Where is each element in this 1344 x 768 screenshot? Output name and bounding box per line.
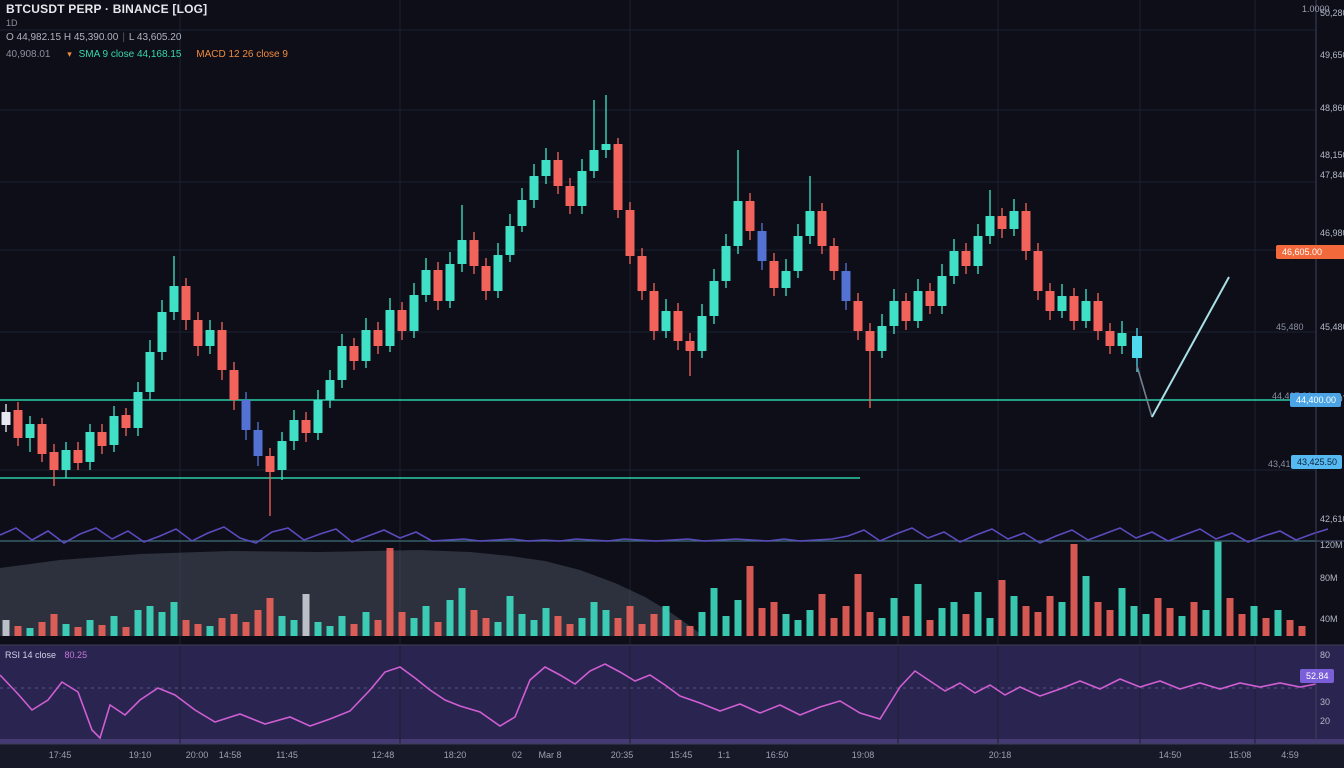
price-axis-label: 49,650 xyxy=(1320,50,1344,60)
interval-label[interactable]: 1D xyxy=(6,18,18,28)
level-price-tag-1: 44,400.00 xyxy=(1290,393,1342,407)
chart-legend: BTCUSDT PERP · BINANCE [LOG] 1D O 44,982… xyxy=(6,2,288,61)
time-axis-label: 14:58 xyxy=(218,750,242,760)
symbol-title[interactable]: BTCUSDT PERP · BINANCE [LOG] xyxy=(6,2,208,16)
rsi-reading: 80.25 xyxy=(64,650,88,660)
price-axis-label: 40M xyxy=(1320,614,1338,624)
ohlc-values: O 44,982.15 H 45,390.00 xyxy=(6,32,119,44)
time-axis-label: 11:45 xyxy=(276,750,298,760)
indicator-legend-row: 40,908.01 ▾ SMA 9 close 44,168.15 MACD 1… xyxy=(6,49,288,62)
price-axis-label-inner: 45,480 xyxy=(1276,322,1304,332)
price-axis-label: 47,840 xyxy=(1320,170,1344,180)
ohlc-row: O 44,982.15 H 45,390.00 | L 43,605.20 xyxy=(6,32,288,45)
price-axis-label: 120M xyxy=(1320,540,1343,550)
legend-sma[interactable]: SMA 9 close 44,168.15 xyxy=(78,48,182,60)
rsi-panel-title[interactable]: RSI 14 close 80.25 xyxy=(5,650,87,660)
price-axis-label: 45,480 xyxy=(1320,322,1344,332)
rsi-value-tag: 52.84 xyxy=(1300,669,1334,683)
time-axis-label: Mar 8 xyxy=(538,750,562,760)
price-axis-label: 80 xyxy=(1320,650,1331,660)
price-axis-label: 48,150 xyxy=(1320,150,1344,160)
time-axis-label: 12:48 xyxy=(371,750,395,760)
time-axis-label: 1:1 xyxy=(717,750,731,760)
price-axis-label: 30 xyxy=(1320,697,1331,707)
time-axis-label: 19:10 xyxy=(128,750,152,760)
price-axis-label: 46,980 xyxy=(1320,228,1344,238)
rsi-label: RSI 14 close xyxy=(5,650,57,660)
time-axis-label: 4:59 xyxy=(1281,750,1299,760)
price-axis-label-inner: 43,418.25 xyxy=(1268,459,1309,469)
time-axis-label: 18:20 xyxy=(443,750,467,760)
price-axis-label: 48,860 xyxy=(1320,103,1344,113)
price-axis-label: 80M xyxy=(1320,573,1338,583)
time-axis-label: 02 xyxy=(511,750,523,760)
price-axis-label: 50,280 xyxy=(1320,8,1344,18)
last-price-tag: 46,605.00 xyxy=(1276,245,1344,259)
price-axis-label: 42,610 xyxy=(1320,514,1344,524)
legend-macd[interactable]: MACD 12 26 close 9 xyxy=(196,48,288,60)
time-axis-label: 20:00 xyxy=(185,750,209,760)
marker-icon: ▾ xyxy=(67,48,72,59)
time-axis-label: 20:35 xyxy=(610,750,634,760)
time-axis-label: 19:08 xyxy=(851,750,875,760)
last-value-gray: 40,908.01 xyxy=(6,48,51,60)
time-axis-label: 14:50 xyxy=(1158,750,1182,760)
time-axis-label: 20:18 xyxy=(988,750,1012,760)
divider: | xyxy=(122,32,125,44)
corner-scale-label: 1.0000 xyxy=(1302,4,1330,14)
time-axis-label: 17:45 xyxy=(48,750,72,760)
level-price-tag-2: 43,425.50 xyxy=(1291,455,1343,469)
price-axis-label: 20 xyxy=(1320,716,1331,726)
time-axis-label: 15:45 xyxy=(669,750,693,760)
time-axis-label: 15:08 xyxy=(1228,750,1252,760)
time-axis-label: 16:50 xyxy=(765,750,789,760)
low-value: L 43,605.20 xyxy=(128,32,182,44)
